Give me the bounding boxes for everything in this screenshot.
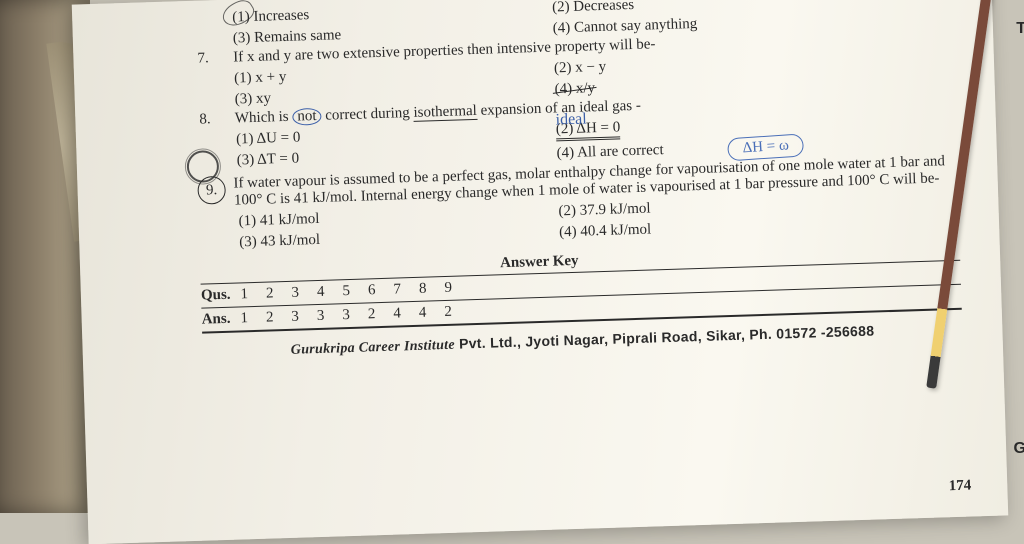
cell: 5 <box>342 280 368 302</box>
cell: 6 <box>368 280 394 302</box>
hand-scribble-q8num <box>186 150 219 183</box>
struck-option: (4) x/y <box>554 80 595 97</box>
page-number: 174 <box>949 478 972 496</box>
cell: 1 <box>240 308 266 330</box>
cell: 9 <box>444 277 470 299</box>
underlined-word-isothermal: isothermal <box>413 103 477 122</box>
cell: 3 <box>291 306 317 328</box>
stem-fragment: Which is <box>235 109 293 127</box>
question-number: 7. <box>197 50 230 68</box>
stem-fragment: correct during <box>321 105 414 124</box>
row-header: Qus. <box>201 284 241 306</box>
institute-address: Pvt. Ltd., Jyoti Nagar, Piprali Road, Si… <box>455 323 875 352</box>
circled-word-not: not <box>292 108 322 126</box>
question-number: 8. <box>199 111 232 129</box>
row-header: Ans. <box>201 308 240 330</box>
cell: 1 <box>240 284 266 306</box>
cell: 2 <box>368 304 394 326</box>
cell: 2 <box>444 301 470 323</box>
cell: 3 <box>291 282 317 304</box>
cropped-letter: G <box>1014 440 1024 458</box>
cell: 2 <box>266 283 292 305</box>
institute-name: Gurukripa Career Institute <box>291 338 456 358</box>
cell: 7 <box>393 279 419 301</box>
cropped-letter: T <box>1016 20 1024 38</box>
cell: 4 <box>419 302 445 324</box>
cell: 8 <box>419 278 445 300</box>
cell: 2 <box>266 307 292 329</box>
cell: 4 <box>317 281 343 303</box>
cell: 4 <box>393 303 419 325</box>
cell: 3 <box>317 305 343 327</box>
option-label: (4) All are correct <box>556 142 663 161</box>
worksheet-page: (1) Increases (2) Decreases (3) Remains … <box>72 0 1009 544</box>
cell: 3 <box>342 304 368 326</box>
